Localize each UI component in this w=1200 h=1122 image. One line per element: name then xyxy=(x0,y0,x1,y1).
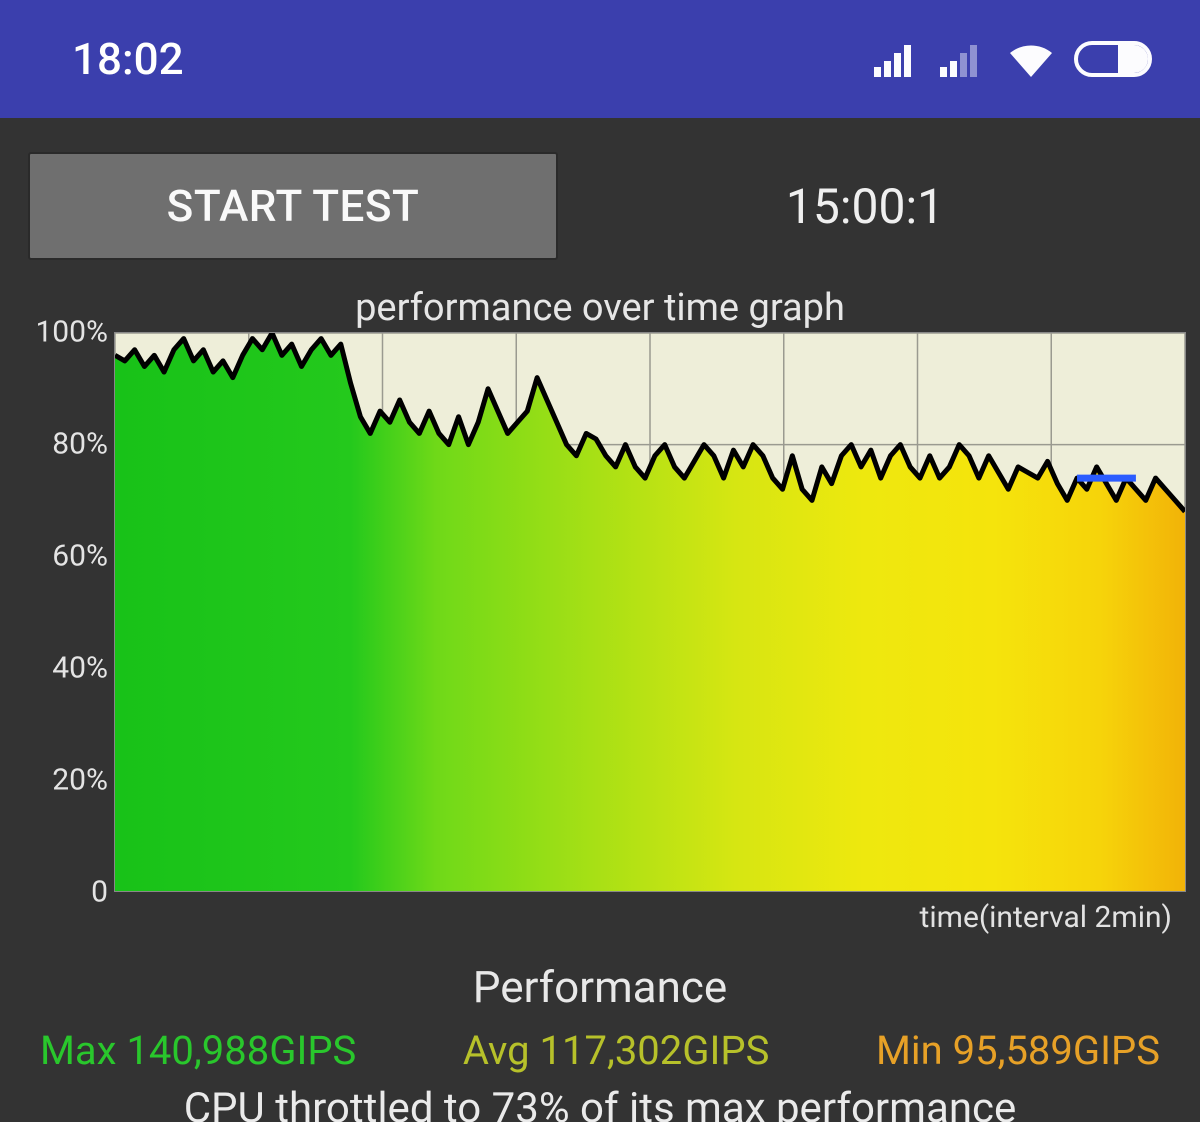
chart-title: performance over time graph xyxy=(0,286,1200,330)
timer-display: 15:00:1 xyxy=(598,178,1172,235)
stat-min: Min 95,589GIPS xyxy=(876,1027,1160,1074)
status-time: 18:02 xyxy=(72,33,184,85)
stat-max: Max 140,988GIPS xyxy=(40,1027,356,1074)
throttle-text: CPU throttled to 73% of its max performa… xyxy=(0,1084,1200,1122)
stats-row: Max 140,988GIPS Avg 117,302GIPS Min 95,5… xyxy=(0,1013,1200,1074)
main-content: START TEST 15:00:1 performance over time… xyxy=(0,118,1200,1122)
status-icons xyxy=(874,39,1160,79)
status-bar: 18:02 xyxy=(0,0,1200,118)
x-axis-caption: time(interval 2min) xyxy=(14,900,1172,935)
signal-icon-2 xyxy=(940,41,988,77)
battery-icon xyxy=(1074,39,1160,79)
start-test-button[interactable]: START TEST xyxy=(28,152,558,260)
stat-avg: Avg 117,302GIPS xyxy=(463,1027,769,1074)
performance-heading: Performance xyxy=(0,961,1200,1013)
controls-row: START TEST 15:00:1 xyxy=(0,118,1200,280)
chart-svg xyxy=(115,333,1185,891)
chart-area: 100%80%60%40%20%0 time(interval 2min) xyxy=(14,332,1188,935)
signal-icon xyxy=(874,41,922,77)
chart-plot xyxy=(114,332,1186,892)
wifi-icon xyxy=(1006,39,1056,79)
